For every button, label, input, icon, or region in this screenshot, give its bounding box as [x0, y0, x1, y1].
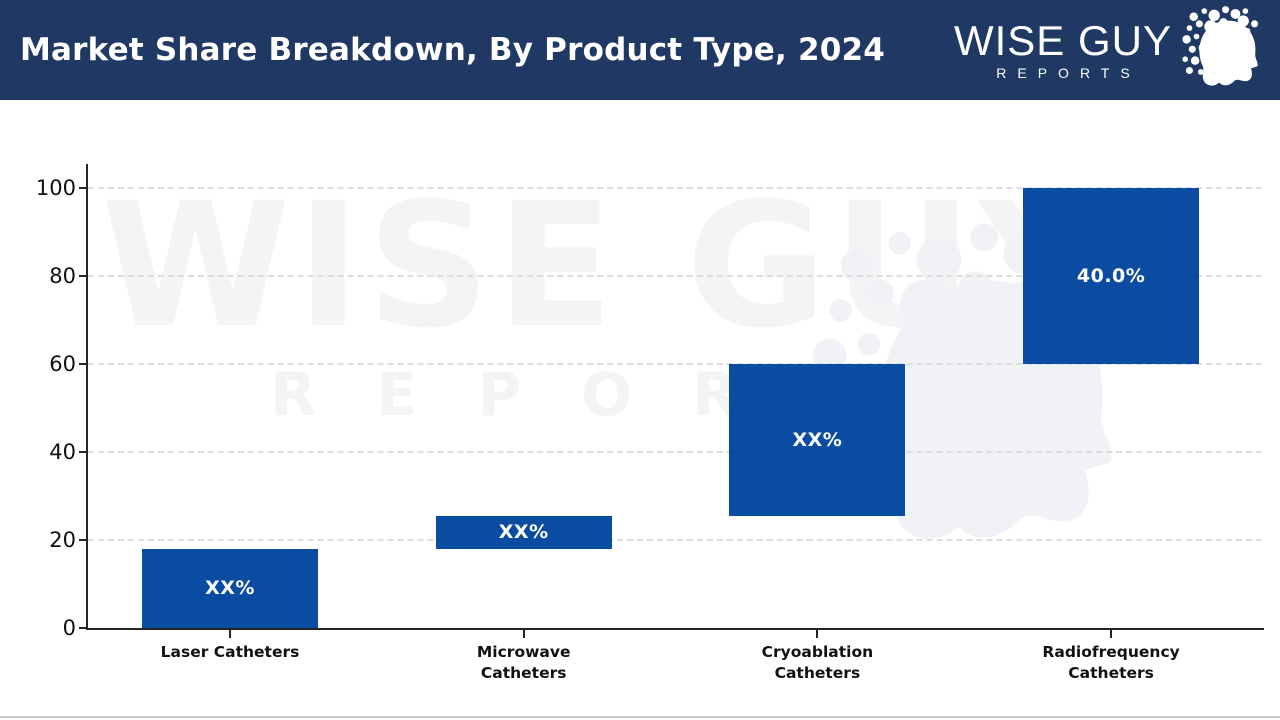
y-tick-label: 0 [62, 616, 76, 640]
y-tick-mark [79, 187, 88, 189]
x-category-label: Cryoablation Catheters [761, 643, 874, 682]
x-tick-mark [816, 630, 819, 638]
bar-laser-catheters: XX% [142, 548, 318, 628]
y-tick-mark [79, 275, 88, 277]
gridline-60 [88, 363, 1262, 365]
x-tick-mark [229, 630, 231, 638]
y-tick-label: 20 [49, 528, 76, 552]
y-tick-label: 100 [35, 176, 76, 200]
bar-radiofrequency-catheters: 40.0% [1023, 188, 1200, 364]
x-category-label: Microwave Catheters [476, 643, 571, 682]
plot: 0 20 40 60 80 100 XX% XX% XX% 40.0% Laser Cathet… [0, 100, 1280, 716]
logo-wordmark-line2: REPORTS [996, 64, 1141, 81]
y-tick-label: 60 [49, 352, 76, 376]
page-title: Market Share Breakdown, By Product Type,… [20, 32, 886, 68]
header-bar: Market Share Breakdown, By Product Type,… [0, 0, 1280, 100]
y-tick-mark [79, 627, 88, 629]
bar-value-label: XX% [205, 577, 255, 600]
x-category-label: Laser Catheters [160, 643, 300, 661]
logo-wordmark: WISE GUY REPORTS [953, 16, 1172, 81]
y-tick-label: 80 [49, 264, 76, 288]
bar-value-label: 40.0% [1076, 265, 1146, 287]
bar-cryoablation-catheters: XX% [729, 364, 906, 516]
logo-wordmark-line1: WISE GUY [953, 16, 1172, 64]
bar-value-label: XX% [498, 521, 549, 544]
gridline-40 [88, 451, 1262, 453]
gridline-100 [88, 187, 1262, 189]
gridline-20 [88, 539, 1262, 541]
bottom-divider [0, 716, 1280, 718]
y-axis-line [86, 164, 88, 630]
x-category-label: Radiofrequency Catheters [1042, 643, 1180, 682]
x-tick-mark [1110, 630, 1113, 638]
y-tick-mark [79, 363, 88, 365]
chart-area: WISE GUY REPORTS 0 20 40 60 80 100 XX% XX [0, 100, 1280, 716]
brand-logo: WISE GUY REPORTS [954, 4, 1266, 96]
x-tick-mark [522, 630, 525, 638]
bar-microwave-catheters: XX% [435, 515, 612, 549]
gridline-80 [88, 275, 1262, 277]
logo-face-icon [1182, 6, 1259, 86]
y-tick-mark [79, 451, 88, 453]
x-axis-line [86, 628, 1264, 630]
y-tick-label: 40 [49, 440, 76, 464]
bar-value-label: XX% [792, 428, 843, 451]
y-tick-mark [79, 539, 88, 541]
